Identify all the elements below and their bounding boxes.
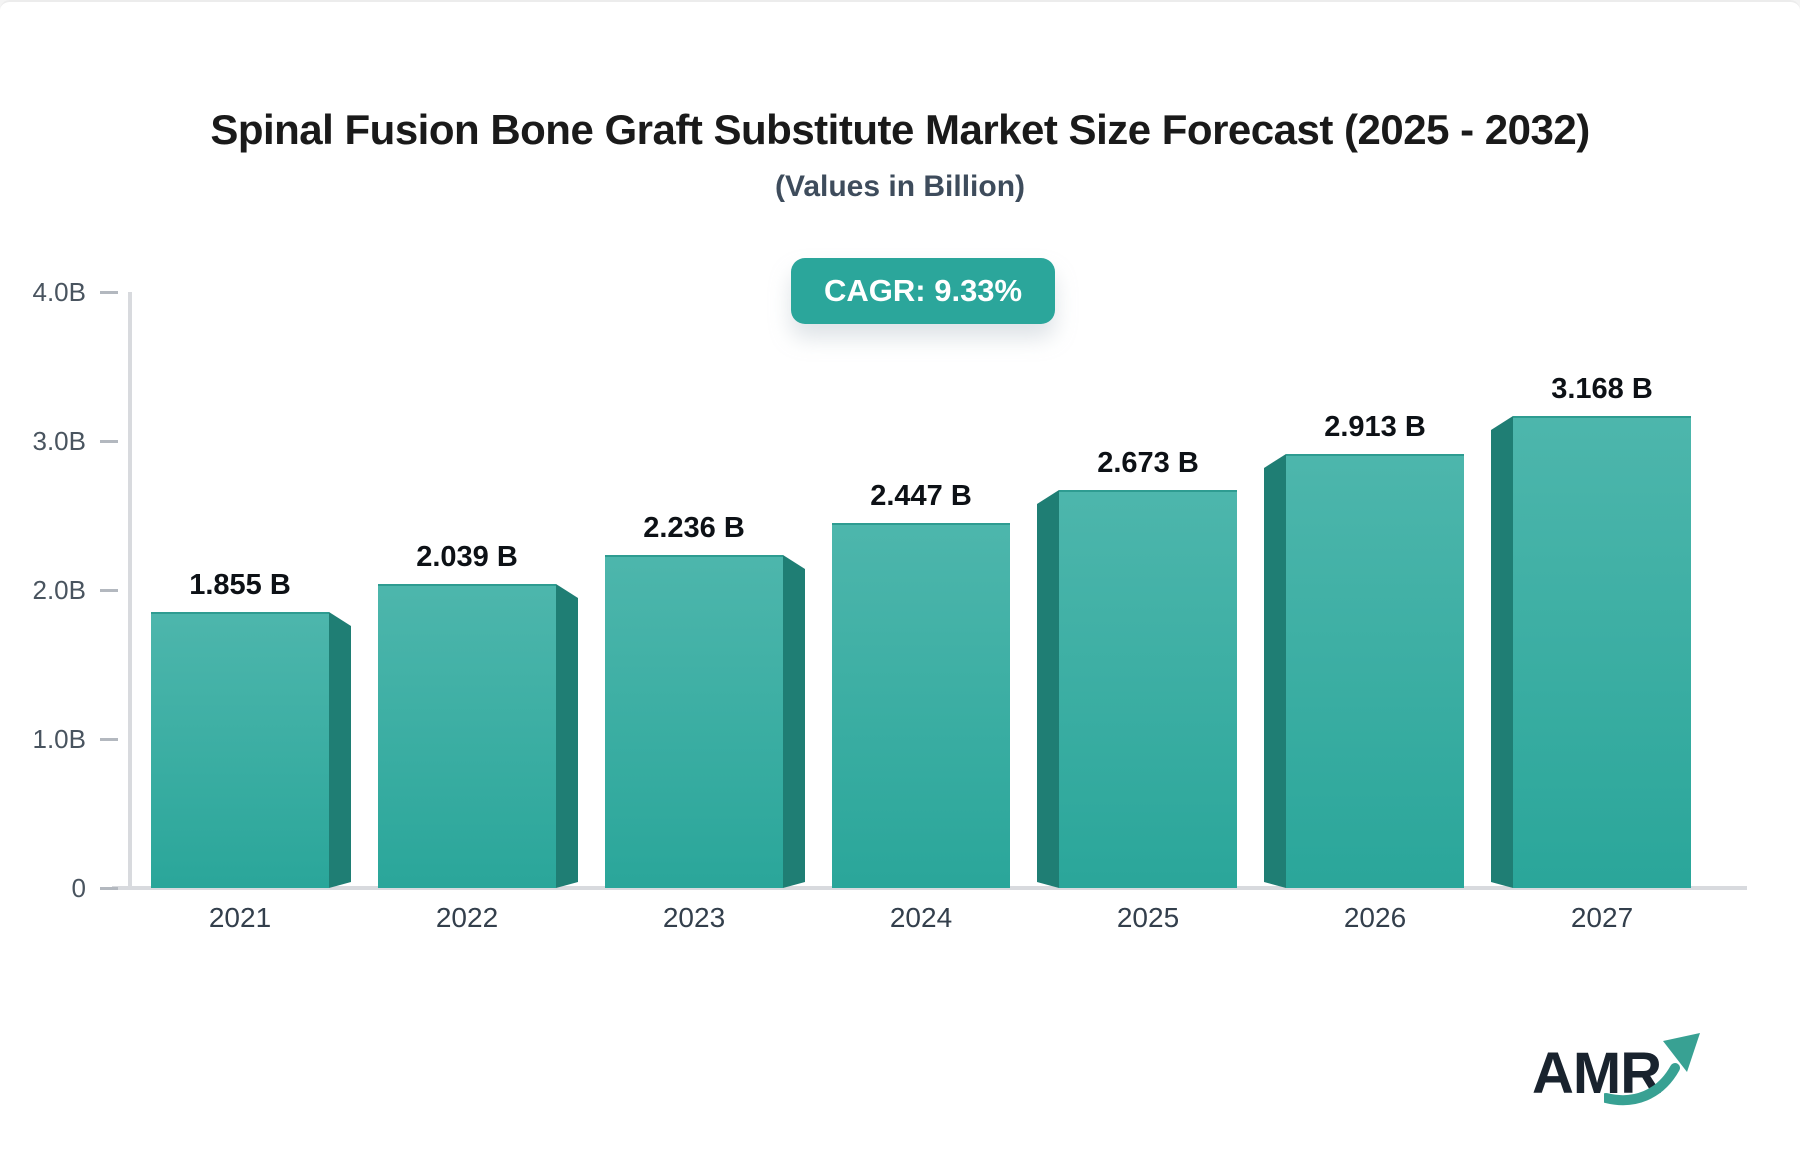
x-axis-label-2026: 2026 [1343, 902, 1407, 933]
bar-value-label-2027: 3.168 B [1551, 373, 1653, 405]
x-axis-label-2025: 2025 [1116, 902, 1180, 933]
bar-side-2022 [556, 584, 578, 888]
bar-side-2023 [783, 555, 805, 888]
bar-2026 [1286, 454, 1464, 888]
bar-2027 [1513, 416, 1691, 888]
chart-subtitle: (Values in Billion) [774, 170, 1026, 203]
bar-side-2026 [1264, 454, 1286, 888]
chart-title: Spinal Fusion Bone Graft Substitute Mark… [210, 106, 1590, 153]
bar-value-label-2026: 2.913 B [1324, 411, 1426, 443]
y-tick-label: 1.0B [32, 724, 87, 754]
y-tick-dash [100, 589, 118, 592]
x-axis-line [112, 886, 1747, 890]
y-axis-line [128, 292, 132, 890]
x-axis-label-2022: 2022 [435, 902, 499, 933]
bar-2021 [151, 612, 329, 888]
logo-arrow-icon [1604, 1033, 1700, 1106]
y-tick-label: 4.0B [32, 277, 87, 307]
bar-side-2021 [329, 612, 351, 888]
bar-2023 [605, 555, 783, 888]
bar-value-label-2024: 2.447 B [870, 480, 972, 512]
bar-value-label-2022: 2.039 B [416, 541, 518, 573]
cagr-badge: CAGR: 9.33% [791, 258, 1056, 324]
y-tick-label: 3.0B [32, 426, 87, 456]
bar-side-2027 [1491, 416, 1513, 888]
x-axis-label-2021: 2021 [208, 902, 272, 933]
bar-side-2025 [1037, 490, 1059, 888]
bar-2025 [1059, 490, 1237, 888]
y-tick-dash [100, 887, 118, 890]
y-tick-label: 2.0B [32, 575, 87, 605]
x-axis-label-2023: 2023 [662, 902, 726, 933]
bar-2022 [378, 584, 556, 888]
bar-2024 [832, 523, 1010, 888]
x-axis-label-2027: 2027 [1570, 902, 1634, 933]
amr-logo: AMR [1532, 1032, 1732, 1122]
y-tick-dash [100, 440, 118, 443]
x-axis-label-2024: 2024 [889, 902, 953, 933]
bar-value-label-2021: 1.855 B [189, 569, 291, 601]
y-tick-dash [100, 291, 118, 294]
y-tick-dash [100, 738, 118, 741]
y-tick-label: 0 [71, 873, 86, 903]
bar-value-label-2025: 2.673 B [1097, 447, 1199, 479]
bar-value-label-2023: 2.236 B [643, 512, 745, 544]
